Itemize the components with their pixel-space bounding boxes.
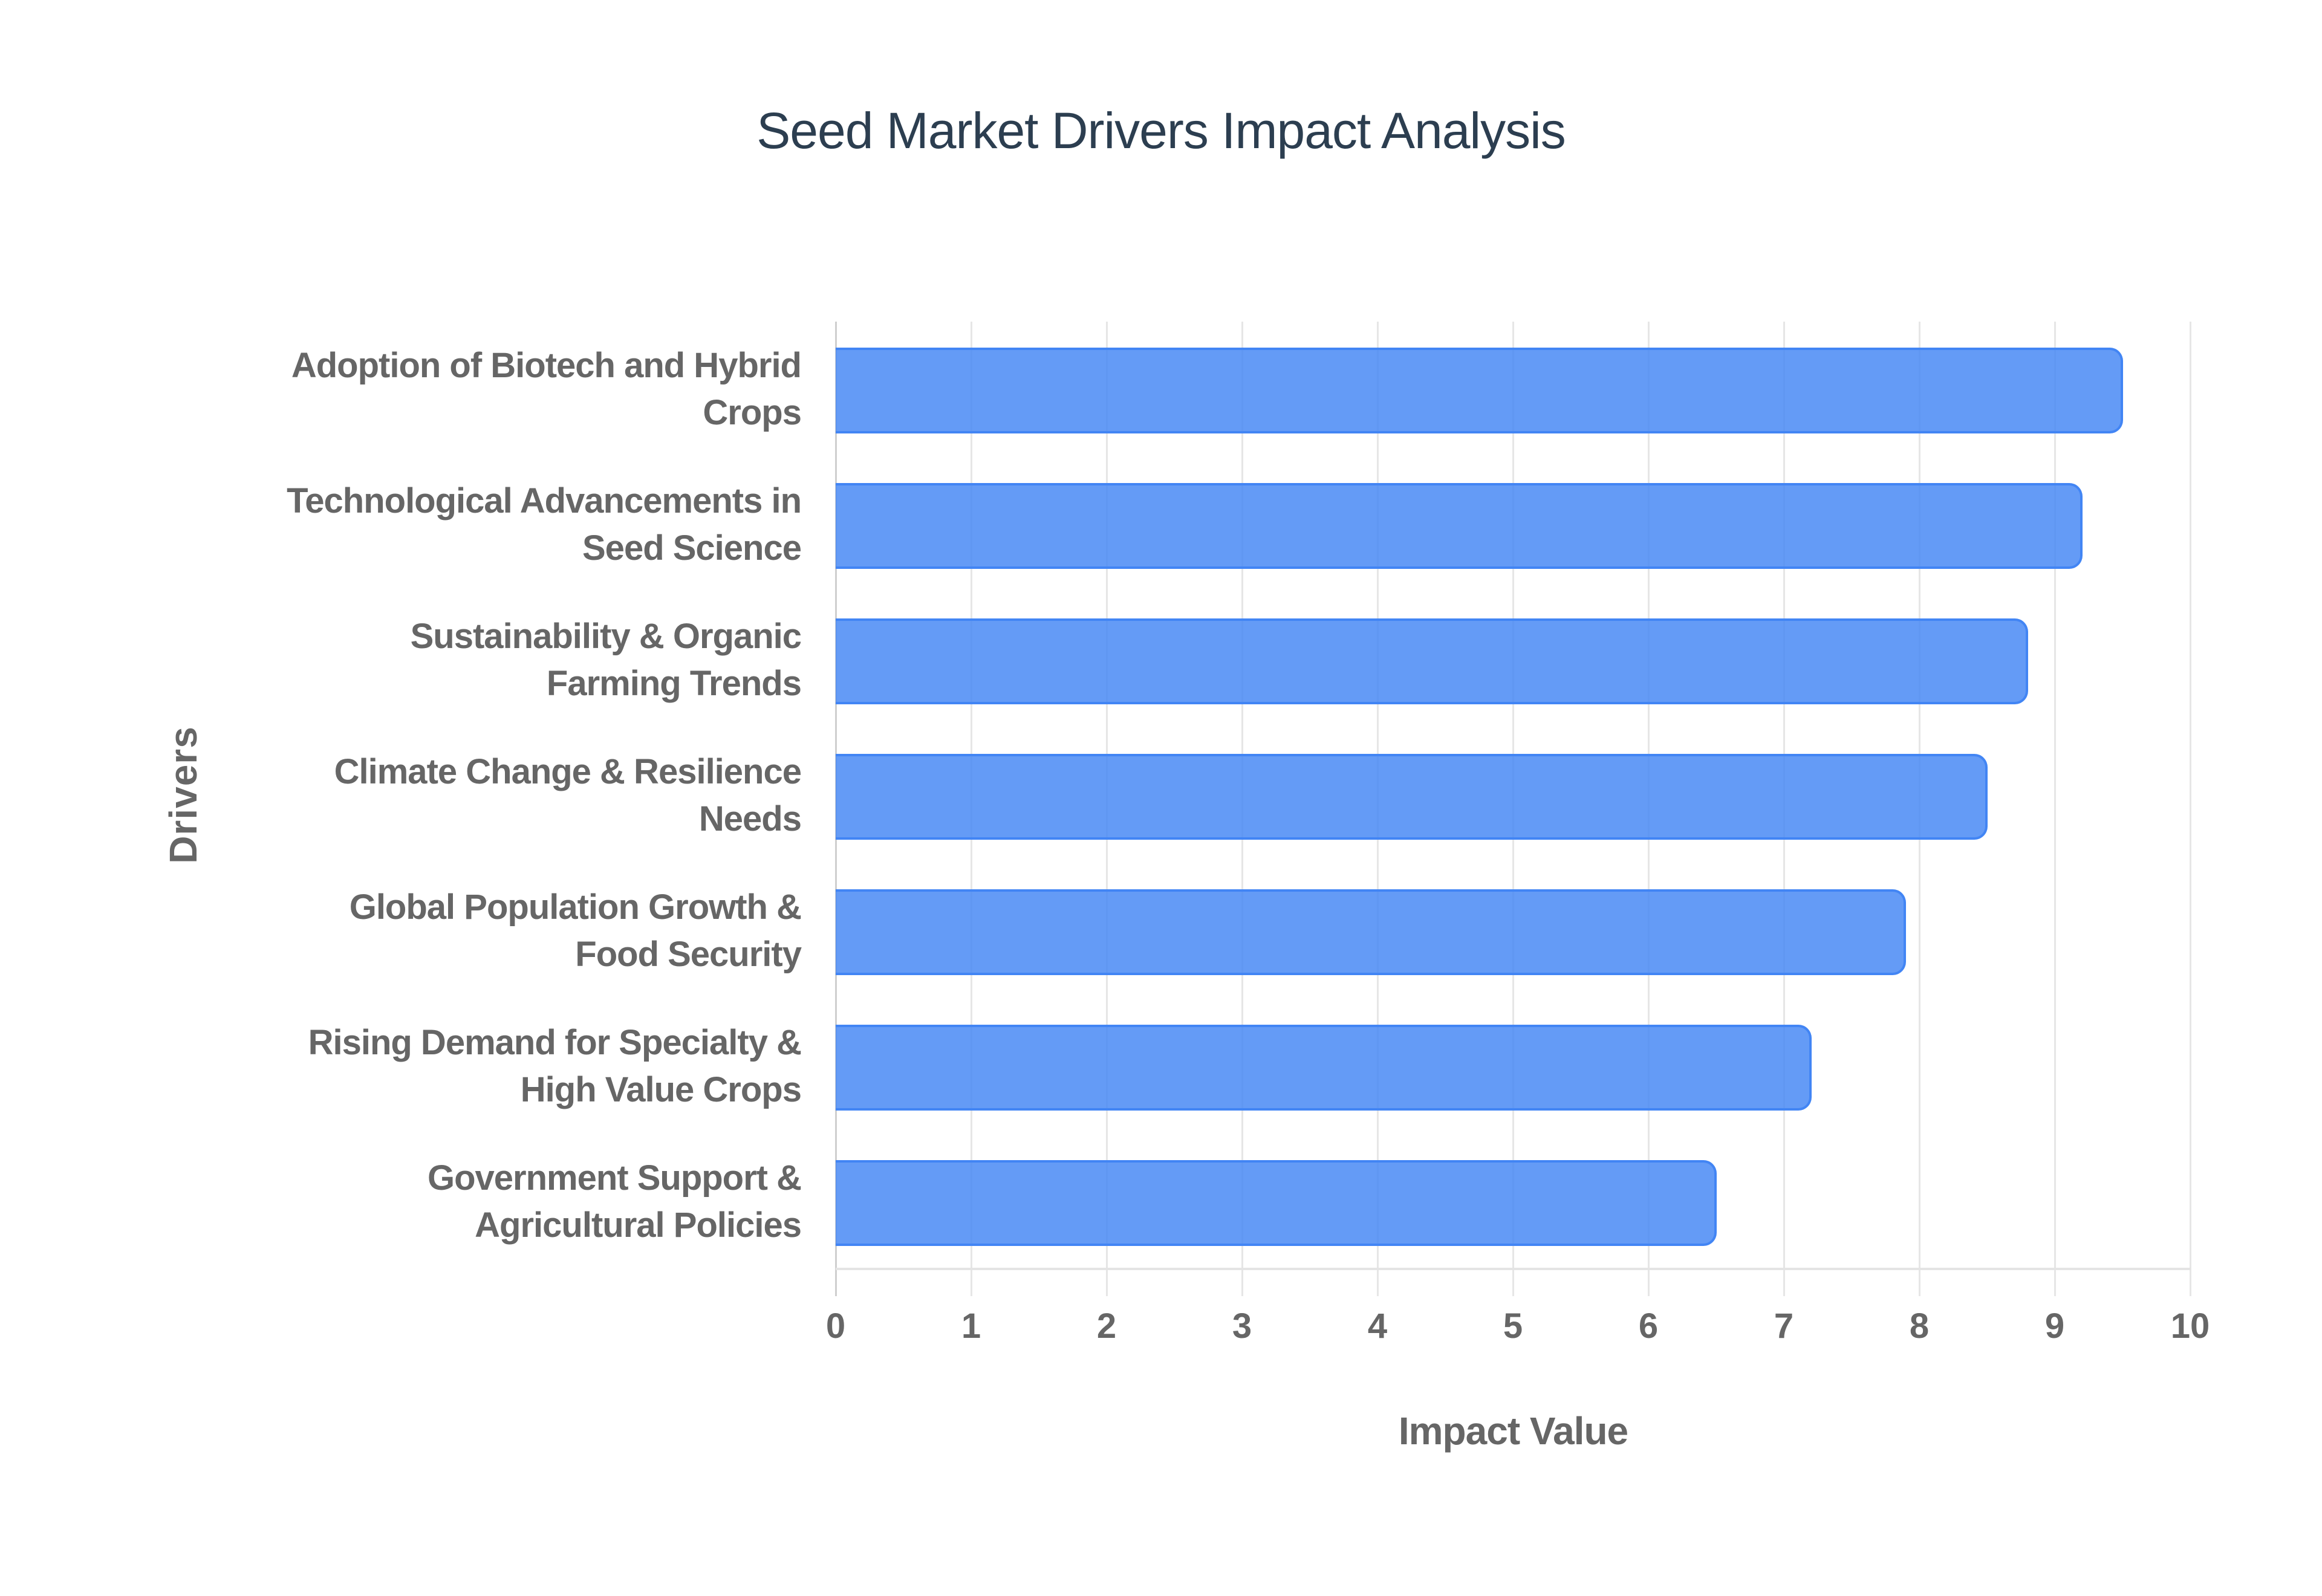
y-label-tech-advancements: Technological Advancements in Seed Scien… <box>197 478 802 572</box>
bar-climate-change[interactable] <box>836 754 1988 840</box>
y-label-biotech-hybrid: Adoption of Biotech and Hybrid Crops <box>197 342 802 436</box>
x-tick-2: 2 <box>1096 1306 1117 1346</box>
x-tick-10: 10 <box>2170 1306 2210 1346</box>
x-axis-title: Impact Value <box>1398 1409 1628 1453</box>
gridline-10 <box>2190 322 2191 1296</box>
y-label-line: Farming Trends <box>546 664 802 703</box>
x-tick-3: 3 <box>1232 1306 1252 1346</box>
bar-sustainability-organic[interactable] <box>836 618 2029 704</box>
y-label-line: Food Security <box>575 935 802 974</box>
y-label-line: Sustainability & Organic <box>410 617 802 656</box>
y-label-line: Crops <box>703 393 802 432</box>
y-label-line: Government Support & <box>427 1158 802 1198</box>
plot-area <box>835 322 2191 1296</box>
y-label-line: Climate Change & Resilience <box>334 752 802 791</box>
x-axis-line <box>836 1268 2191 1270</box>
y-label-sustainability-organic: Sustainability & Organic Farming Trends <box>197 613 802 707</box>
chart-title: Seed Market Drivers Impact Analysis <box>756 102 1566 159</box>
y-label-line: Seed Science <box>582 528 802 568</box>
x-tick-8: 8 <box>1909 1306 1930 1346</box>
bar-government-support[interactable] <box>836 1160 1717 1246</box>
y-label-line: Agricultural Policies <box>475 1205 802 1245</box>
x-tick-7: 7 <box>1774 1306 1794 1346</box>
x-tick-0: 0 <box>825 1306 846 1346</box>
y-label-line: Rising Demand for Specialty & <box>308 1023 802 1062</box>
y-label-climate-change: Climate Change & Resilience Needs <box>197 748 802 843</box>
bar-specialty-crops[interactable] <box>836 1025 1812 1111</box>
gridline-9 <box>2054 322 2056 1296</box>
bar-population-growth[interactable] <box>836 889 1907 975</box>
y-label-government-support: Government Support & Agricultural Polici… <box>197 1155 802 1249</box>
x-tick-4: 4 <box>1367 1306 1388 1346</box>
x-tick-1: 1 <box>961 1306 981 1346</box>
x-tick-5: 5 <box>1503 1306 1523 1346</box>
x-tick-9: 9 <box>2044 1306 2065 1346</box>
y-label-line: Adoption of Biotech and Hybrid <box>291 346 802 385</box>
y-label-line: Technological Advancements in <box>287 481 802 521</box>
bar-tech-advancements[interactable] <box>836 483 2083 569</box>
y-label-specialty-crops: Rising Demand for Specialty & High Value… <box>197 1019 802 1114</box>
y-label-line: Needs <box>698 799 802 839</box>
y-label-line: High Value Crops <box>520 1070 802 1109</box>
bar-biotech-hybrid[interactable] <box>836 348 2123 433</box>
y-label-line: Global Population Growth & <box>349 887 802 927</box>
y-label-population-growth: Global Population Growth & Food Security <box>197 884 802 978</box>
x-tick-6: 6 <box>1638 1306 1659 1346</box>
